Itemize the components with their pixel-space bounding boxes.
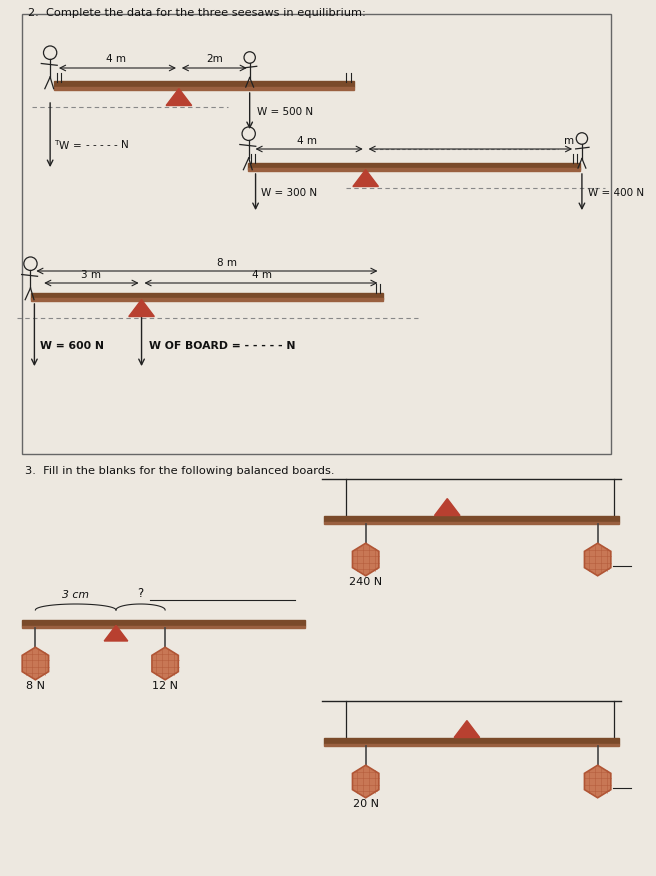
Bar	[324, 521, 619, 524]
Polygon shape	[584, 766, 611, 798]
Text: W = 500 N: W = 500 N	[256, 107, 313, 117]
Bar	[54, 81, 354, 88]
Polygon shape	[152, 647, 178, 680]
Polygon shape	[584, 543, 611, 576]
Polygon shape	[104, 625, 128, 641]
Bar	[22, 625, 305, 628]
Text: W = 300 N: W = 300 N	[262, 188, 318, 198]
Polygon shape	[129, 300, 154, 316]
Bar	[31, 299, 383, 301]
Text: 4 m: 4 m	[297, 136, 317, 145]
Text: ?: ?	[138, 587, 144, 600]
Bar	[248, 168, 580, 171]
Text: ?: ?	[603, 560, 609, 573]
Text: 8 m: 8 m	[217, 258, 237, 268]
Text: W = 400 N: W = 400 N	[588, 188, 644, 198]
Text: 4 m: 4 m	[106, 54, 127, 65]
Text: 3.  Fill in the blanks for the following balanced boards.: 3. Fill in the blanks for the following …	[24, 466, 334, 476]
Bar	[324, 744, 619, 746]
Text: 12 N: 12 N	[152, 681, 178, 691]
Polygon shape	[22, 647, 49, 680]
Polygon shape	[166, 88, 192, 105]
Bar	[324, 515, 619, 521]
Text: 3 cm: 3 cm	[62, 590, 89, 600]
Text: W OF BOARD = - - - - - N: W OF BOARD = - - - - - N	[150, 341, 296, 351]
Bar	[22, 619, 305, 625]
Text: 2m: 2m	[206, 54, 222, 65]
Bar	[31, 293, 383, 299]
Text: 3 m: 3 m	[81, 270, 102, 280]
Polygon shape	[434, 498, 460, 515]
Text: ?: ?	[603, 781, 609, 795]
Text: W = 600 N: W = 600 N	[40, 341, 104, 351]
Text: m: m	[564, 136, 575, 145]
Bar	[54, 88, 354, 90]
Polygon shape	[352, 543, 379, 576]
Polygon shape	[352, 766, 379, 798]
Text: 4 m: 4 m	[253, 270, 272, 280]
Text: 2.  Complete the data for the three seesaws in equilibrium:: 2. Complete the data for the three seesa…	[28, 8, 365, 18]
Text: 8 N: 8 N	[26, 681, 45, 691]
Bar	[22, 14, 611, 454]
Text: - - - - - N: - - - - - N	[85, 140, 129, 150]
Bar	[248, 163, 580, 168]
Text: $^{\rm T}$W =: $^{\rm T}$W =	[54, 138, 82, 152]
Polygon shape	[353, 170, 379, 187]
Text: 240 N: 240 N	[349, 577, 382, 587]
Polygon shape	[454, 721, 480, 738]
Text: 20 N: 20 N	[353, 799, 379, 809]
Bar	[324, 738, 619, 744]
